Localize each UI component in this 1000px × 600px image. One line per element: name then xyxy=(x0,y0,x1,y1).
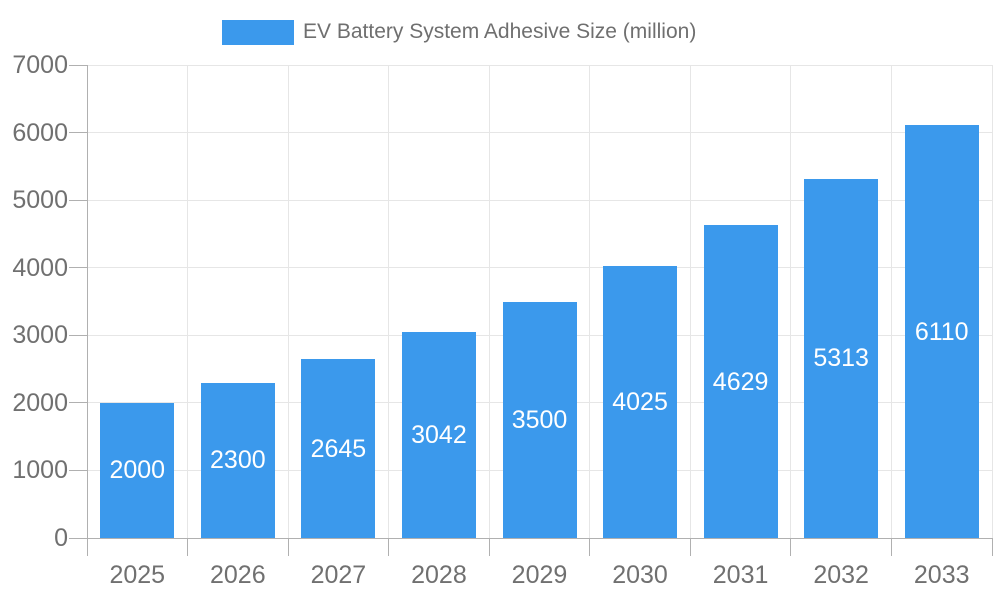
x-axis-label: 2029 xyxy=(511,561,568,589)
gridline-horizontal xyxy=(87,267,992,269)
x-axis-label: 2027 xyxy=(310,561,367,589)
bar-value-label: 2000 xyxy=(109,456,166,485)
x-axis-label: 2030 xyxy=(612,561,668,589)
x-axis-tick xyxy=(287,538,289,556)
x-axis-label: 2025 xyxy=(109,561,166,589)
gridline-vertical xyxy=(388,65,390,538)
y-axis-tick xyxy=(69,267,87,269)
bar-value-label: 2300 xyxy=(210,446,266,475)
legend-label: EV Battery System Adhesive Size (million… xyxy=(303,20,697,43)
gridline-vertical xyxy=(689,65,691,538)
y-axis-label: 7000 xyxy=(12,51,68,79)
bar-2026: 2300 xyxy=(200,382,275,538)
x-axis-line xyxy=(87,537,992,539)
gridline-vertical xyxy=(187,65,189,538)
y-axis-tick xyxy=(69,199,87,201)
y-axis-tick xyxy=(69,469,87,471)
gridline-vertical xyxy=(488,65,490,538)
bar-2031: 4629 xyxy=(703,225,778,538)
y-axis-label: 6000 xyxy=(12,118,68,147)
bar-2028: 3042 xyxy=(401,332,476,538)
bar-value-label: 4025 xyxy=(612,388,668,416)
bar-2033: 6110 xyxy=(904,125,979,538)
gridline-vertical xyxy=(790,65,792,538)
bar-value-label: 2645 xyxy=(310,434,367,463)
x-axis-label: 2032 xyxy=(813,561,869,589)
y-axis-label: 2000 xyxy=(12,388,68,417)
x-axis-tick xyxy=(388,538,390,556)
bar-2027: 2645 xyxy=(301,359,376,538)
y-axis-tick xyxy=(69,132,87,134)
bar-value-label: 3042 xyxy=(411,421,467,450)
gridline-vertical xyxy=(890,65,892,538)
bar-value-label: 6110 xyxy=(914,317,969,346)
legend-item[interactable]: EV Battery System Adhesive Size (million… xyxy=(0,0,1000,56)
y-axis-tick xyxy=(69,402,87,404)
x-axis-tick xyxy=(187,538,189,556)
x-axis-tick xyxy=(86,538,88,556)
gridline-vertical xyxy=(991,65,993,538)
x-axis-tick xyxy=(890,538,892,556)
x-axis-tick xyxy=(589,538,591,556)
x-axis-tick xyxy=(488,538,490,556)
y-axis-label: 4000 xyxy=(12,253,68,282)
bar-2029: 3500 xyxy=(502,301,577,538)
y-axis-label: 1000 xyxy=(12,456,68,485)
bar-2030: 4025 xyxy=(603,266,678,538)
y-axis-line xyxy=(86,65,88,538)
bar-value-label: 5313 xyxy=(813,344,869,373)
x-axis-tick xyxy=(790,538,792,556)
x-axis-label: 2033 xyxy=(913,561,970,589)
y-axis-tick xyxy=(69,64,87,66)
bar-2025: 2000 xyxy=(100,402,175,538)
gridline-vertical xyxy=(287,65,289,538)
x-axis-label: 2028 xyxy=(411,561,467,589)
gridline-horizontal xyxy=(87,64,992,66)
gridline-horizontal xyxy=(87,199,992,201)
x-axis-tick xyxy=(991,538,993,556)
bar-value-label: 4629 xyxy=(712,367,769,396)
y-axis-label: 3000 xyxy=(12,321,68,350)
legend-swatch xyxy=(222,20,294,45)
y-axis-label: 0 xyxy=(54,524,68,552)
gridline-horizontal xyxy=(87,132,992,134)
y-axis-label: 5000 xyxy=(12,186,68,215)
gridline-vertical xyxy=(589,65,591,538)
y-axis-tick xyxy=(69,537,87,539)
x-axis-label: 2031 xyxy=(712,561,769,589)
bar-2032: 5313 xyxy=(804,178,879,538)
x-axis-tick xyxy=(689,538,691,556)
y-axis-tick xyxy=(69,334,87,336)
x-axis-label: 2026 xyxy=(210,561,266,589)
bar-value-label: 3500 xyxy=(511,405,568,434)
